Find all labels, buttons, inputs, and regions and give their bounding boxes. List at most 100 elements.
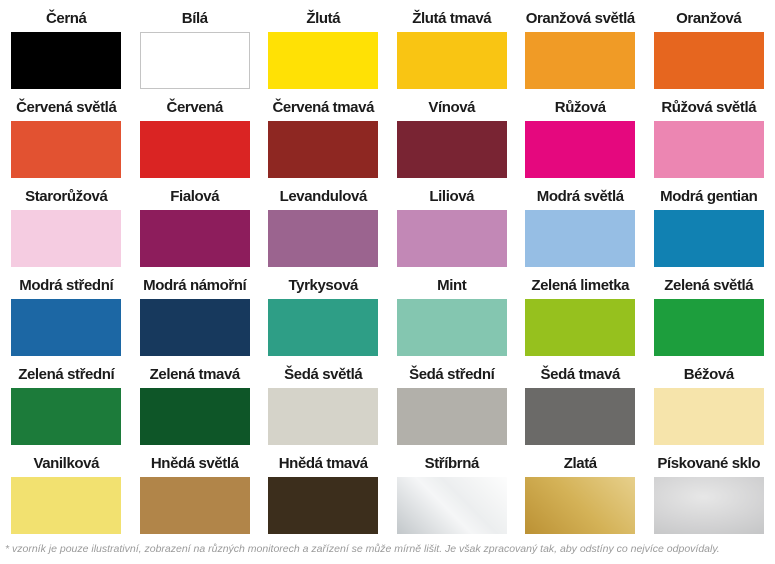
color-swatch [139, 299, 250, 356]
swatch-label: Zelená limetka [531, 277, 630, 294]
swatch-cell: Modrá námořní [131, 267, 260, 356]
swatch-cell: Zlatá [516, 445, 645, 534]
swatch-label: Zelená tmavá [149, 366, 241, 383]
color-swatch [525, 210, 636, 267]
swatch-label: Růžová [554, 99, 606, 116]
swatch-cell: Zelená světlá [645, 267, 774, 356]
swatch-cell: Modrá gentian [645, 178, 774, 267]
swatch-cell: Růžová světlá [645, 89, 774, 178]
swatch-cell: Zelená střední [2, 356, 131, 445]
swatch-label: Oranžová [676, 10, 742, 27]
swatch-label: Oranžová světlá [525, 10, 635, 27]
color-swatch [11, 477, 122, 534]
swatch-cell: Šedá světlá [259, 356, 388, 445]
swatch-cell: Šedá tmavá [516, 356, 645, 445]
swatch-cell: Starorůžová [2, 178, 131, 267]
color-swatch [653, 210, 764, 267]
color-swatch [396, 299, 507, 356]
swatch-cell: Žlutá tmavá [388, 0, 517, 89]
color-swatch [396, 32, 507, 89]
footnote: * vzorník je pouze ilustrativní, zobraze… [5, 543, 720, 555]
swatch-label: Červená [166, 99, 224, 116]
swatch-label: Červená tmavá [272, 99, 375, 116]
swatch-label: Vanilková [33, 455, 100, 472]
swatch-label: Šedá světlá [284, 366, 363, 383]
color-swatch [268, 121, 379, 178]
swatch-cell: Modrá světlá [516, 178, 645, 267]
swatch-label: Liliová [429, 188, 475, 205]
swatch-label: Levandulová [279, 188, 368, 205]
swatch-label: Vínová [428, 99, 476, 116]
swatch-cell: Fialová [131, 178, 260, 267]
color-swatch [653, 388, 764, 445]
swatch-label: Šedá střední [409, 366, 495, 383]
color-swatch [653, 32, 764, 89]
color-swatch [268, 210, 379, 267]
swatch-cell: Tyrkysová [259, 267, 388, 356]
swatch-label: Modrá gentian [660, 188, 758, 205]
color-swatch [525, 121, 636, 178]
swatch-label: Béžová [683, 366, 735, 383]
color-swatch [268, 477, 379, 534]
color-swatch [268, 388, 379, 445]
color-swatch [268, 32, 379, 89]
swatch-label: Modrá střední [19, 277, 114, 294]
color-swatch [653, 477, 764, 534]
swatch-cell: Zelená tmavá [131, 356, 260, 445]
swatch-label: Žlutá [306, 10, 341, 27]
color-swatch [396, 210, 507, 267]
color-swatch [11, 299, 122, 356]
swatch-cell: Červená tmavá [259, 89, 388, 178]
color-swatch [653, 121, 764, 178]
color-swatch [11, 210, 122, 267]
swatch-cell: Modrá střední [2, 267, 131, 356]
swatch-label: Bílá [181, 10, 208, 27]
swatch-label: Fialová [170, 188, 220, 205]
swatch-cell: Pískované sklo [645, 445, 774, 534]
color-swatch [268, 299, 379, 356]
color-swatch [11, 32, 122, 89]
swatch-cell: Šedá střední [388, 356, 517, 445]
swatch-label: Šedá tmavá [540, 366, 621, 383]
color-swatch [525, 388, 636, 445]
color-swatch [139, 388, 250, 445]
swatch-cell: Bílá [131, 0, 260, 89]
swatch-label: Hnědá světlá [150, 455, 239, 472]
swatch-cell: Levandulová [259, 178, 388, 267]
color-swatch [525, 299, 636, 356]
swatch-label: Zelená světlá [664, 277, 754, 294]
swatch-cell: Hnědá světlá [131, 445, 260, 534]
swatch-cell: Mint [388, 267, 517, 356]
swatch-cell: Červená světlá [2, 89, 131, 178]
swatch-cell: Růžová [516, 89, 645, 178]
swatch-label: Hnědá tmavá [278, 455, 368, 472]
swatch-label: Zelená střední [18, 366, 115, 383]
swatch-cell: Žlutá [259, 0, 388, 89]
swatch-label: Růžová světlá [661, 99, 757, 116]
color-swatch [396, 477, 507, 534]
color-swatch [139, 210, 250, 267]
swatch-cell: Hnědá tmavá [259, 445, 388, 534]
swatch-label: Modrá námořní [143, 277, 247, 294]
swatch-label: Žlutá tmavá [412, 10, 492, 27]
swatch-label: Modrá světlá [536, 188, 624, 205]
swatch-label: Pískované sklo [657, 455, 761, 472]
swatch-cell: Červená [131, 89, 260, 178]
swatch-cell: Vínová [388, 89, 517, 178]
color-swatch [396, 121, 507, 178]
swatch-label: Stříbrná [424, 455, 480, 472]
color-swatch [653, 299, 764, 356]
color-swatch [139, 121, 250, 178]
swatch-label: Červená světlá [16, 99, 117, 116]
color-swatch [11, 388, 122, 445]
color-swatch [139, 32, 250, 89]
swatch-cell: Černá [2, 0, 131, 89]
color-swatch [139, 477, 250, 534]
color-swatch [11, 121, 122, 178]
swatch-label: Mint [437, 277, 467, 294]
swatch-label: Tyrkysová [288, 277, 358, 294]
color-swatch [396, 388, 507, 445]
swatch-label: Černá [45, 10, 87, 27]
color-swatch [525, 477, 636, 534]
swatch-grid: Černá Bílá Žlutá Žlutá tmavá Oranžová sv… [2, 0, 774, 534]
